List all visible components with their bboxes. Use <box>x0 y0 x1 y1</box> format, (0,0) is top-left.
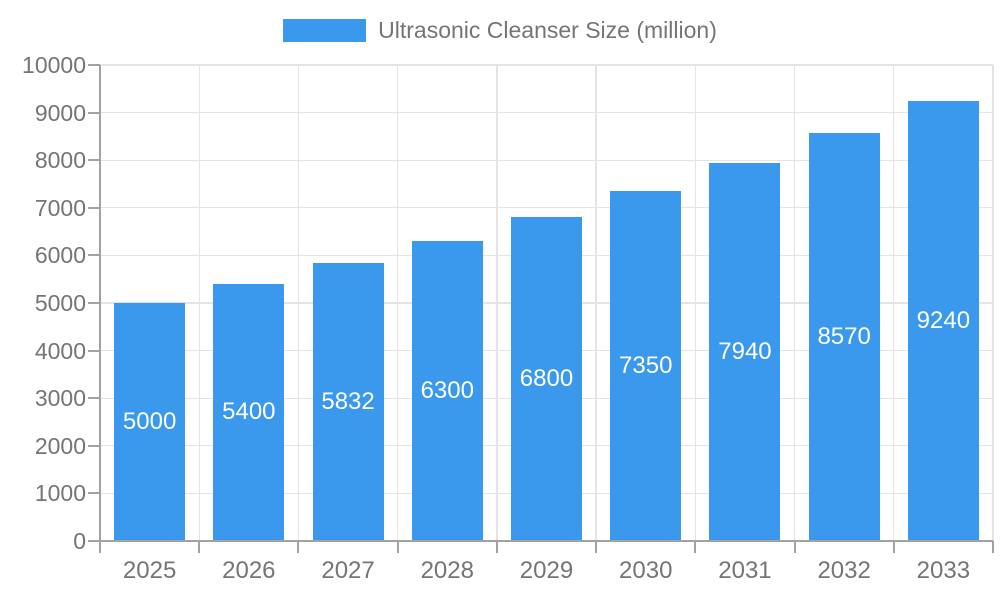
legend[interactable]: Ultrasonic Cleanser Size (million) <box>0 17 1000 44</box>
v-gridline <box>893 65 895 541</box>
x-tick <box>694 541 697 553</box>
x-tick-label: 2025 <box>122 557 177 584</box>
v-gridline <box>992 65 994 541</box>
y-tick <box>88 349 100 352</box>
y-tick-label: 6000 <box>34 242 86 269</box>
bar-2028 <box>411 241 483 541</box>
y-axis-line <box>99 65 101 553</box>
v-gridline <box>496 65 498 541</box>
bar-value-label: 7350 <box>619 352 673 380</box>
y-tick <box>88 64 100 66</box>
x-tick <box>396 541 399 553</box>
x-tick-label: 2030 <box>619 557 673 584</box>
x-tick <box>495 541 498 553</box>
x-tick-label: 2026 <box>222 557 276 584</box>
y-tick-label: 3000 <box>34 385 86 412</box>
legend-label: Ultrasonic Cleanser Size (million) <box>378 17 717 43</box>
v-gridline <box>694 65 697 541</box>
x-tick <box>992 541 994 553</box>
v-gridline <box>793 65 796 541</box>
y-tick <box>88 111 100 114</box>
y-tick-label: 10000 <box>22 52 86 78</box>
bar-2027 <box>312 263 384 541</box>
y-tick-label: 1000 <box>34 480 86 507</box>
y-tick-label: 2000 <box>34 432 86 459</box>
x-tick-label: 2027 <box>321 557 375 584</box>
h-gridline <box>100 159 993 161</box>
x-tick-label: 2033 <box>916 557 971 584</box>
y-tick-label: 7000 <box>34 194 86 221</box>
bar-value-label: 5000 <box>122 408 177 435</box>
y-tick <box>88 492 100 495</box>
bar-value-label: 8570 <box>817 323 871 351</box>
x-tick <box>892 541 895 553</box>
y-tick <box>88 302 100 304</box>
y-tick <box>88 159 100 162</box>
bar-2032 <box>808 133 880 541</box>
y-tick <box>88 206 100 209</box>
bar-2030 <box>610 191 682 541</box>
bar-2029 <box>511 217 582 541</box>
y-tick-label: 9000 <box>34 99 86 126</box>
bar-value-label: 5400 <box>222 398 276 426</box>
bar-value-label: 9240 <box>916 307 971 335</box>
y-tick-label: 5000 <box>34 290 86 316</box>
bar-2025 <box>114 303 186 541</box>
x-tick-label: 2028 <box>420 557 474 584</box>
x-tick <box>793 541 796 553</box>
bar-2031 <box>709 163 781 541</box>
bar-value-label: 7940 <box>718 338 772 366</box>
x-tick-label: 2029 <box>519 557 574 584</box>
y-tick <box>88 444 100 447</box>
bar-2026 <box>213 283 285 541</box>
x-tick-label: 2031 <box>718 557 772 584</box>
v-gridline <box>396 65 399 541</box>
x-axis-line <box>100 540 993 542</box>
x-tick <box>297 541 300 553</box>
bar-2033 <box>907 101 979 541</box>
v-gridline <box>297 65 300 541</box>
y-tick <box>88 540 100 542</box>
x-tick <box>595 541 598 553</box>
y-tick <box>88 397 100 400</box>
h-gridline <box>100 207 993 209</box>
x-tick-label: 2032 <box>817 557 871 584</box>
v-gridline <box>595 65 597 541</box>
bar-value-label: 6300 <box>420 377 474 405</box>
v-gridline <box>198 65 200 541</box>
bar-value-label: 5832 <box>321 388 375 416</box>
legend-swatch-icon <box>283 19 367 42</box>
y-tick <box>88 254 100 257</box>
y-tick-label: 0 <box>73 528 86 554</box>
y-tick-label: 8000 <box>34 147 86 174</box>
x-tick <box>198 541 201 553</box>
h-gridline <box>100 64 993 66</box>
bar-value-label: 6800 <box>519 365 574 393</box>
h-gridline <box>100 111 993 114</box>
y-tick-label: 4000 <box>34 337 86 364</box>
